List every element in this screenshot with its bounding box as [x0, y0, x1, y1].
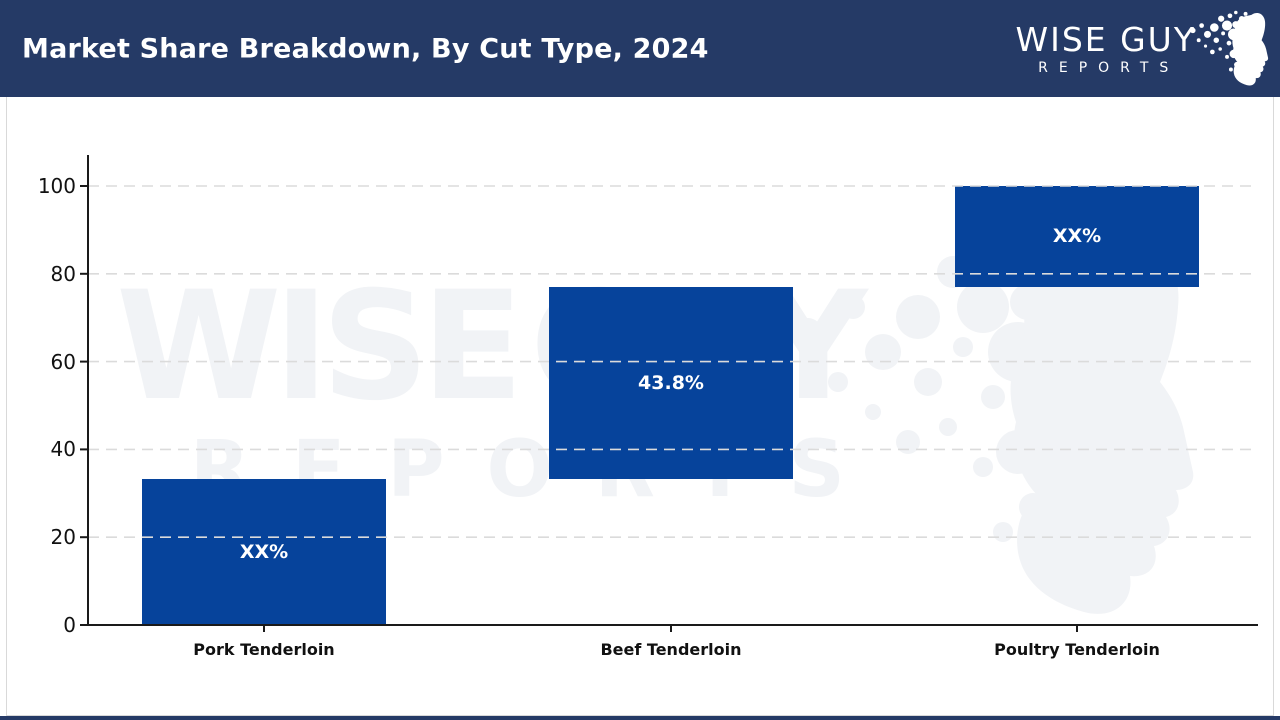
ytick-label-20: 20 [50, 525, 76, 550]
xtick-label-poultry-tenderloin: Poultry Tenderloin [994, 640, 1160, 659]
ytick-label-60: 60 [50, 349, 76, 374]
page-title: Market Share Breakdown, By Cut Type, 202… [22, 33, 709, 64]
bar-beef-tenderloin: 43.8% [549, 286, 793, 480]
logo-subtext: REPORTS [1038, 59, 1180, 76]
logo-wordmark: WISE GUY [1015, 19, 1196, 59]
chart-frame [6, 97, 1274, 716]
bar-value-label: XX% [1052, 225, 1102, 248]
header: Market Share Breakdown, By Cut Type, 202… [0, 0, 1280, 97]
bar-pork-tenderloin: XX% [142, 479, 386, 625]
bar-value-label: XX% [239, 541, 289, 564]
ytick-label-80: 80 [50, 261, 76, 286]
logo-face-icon [1190, 10, 1269, 86]
footer-bar [0, 716, 1280, 720]
ytick-label-100: 100 [37, 174, 76, 198]
logo-text: WISE GUY REPORTS [1015, 23, 1196, 75]
bar-poultry-tenderloin: XX% [955, 186, 1199, 287]
bar-value-label: 43.8% [638, 372, 704, 395]
wiseguy-logo: WISE GUY REPORTS [1015, 0, 1274, 97]
xtick-label-beef-tenderloin: Beef Tenderloin [600, 640, 742, 659]
ytick-label-40: 40 [50, 437, 76, 462]
ytick-label-0: 0 [63, 613, 76, 637]
xtick-label-pork-tenderloin: Pork Tenderloin [193, 640, 335, 659]
